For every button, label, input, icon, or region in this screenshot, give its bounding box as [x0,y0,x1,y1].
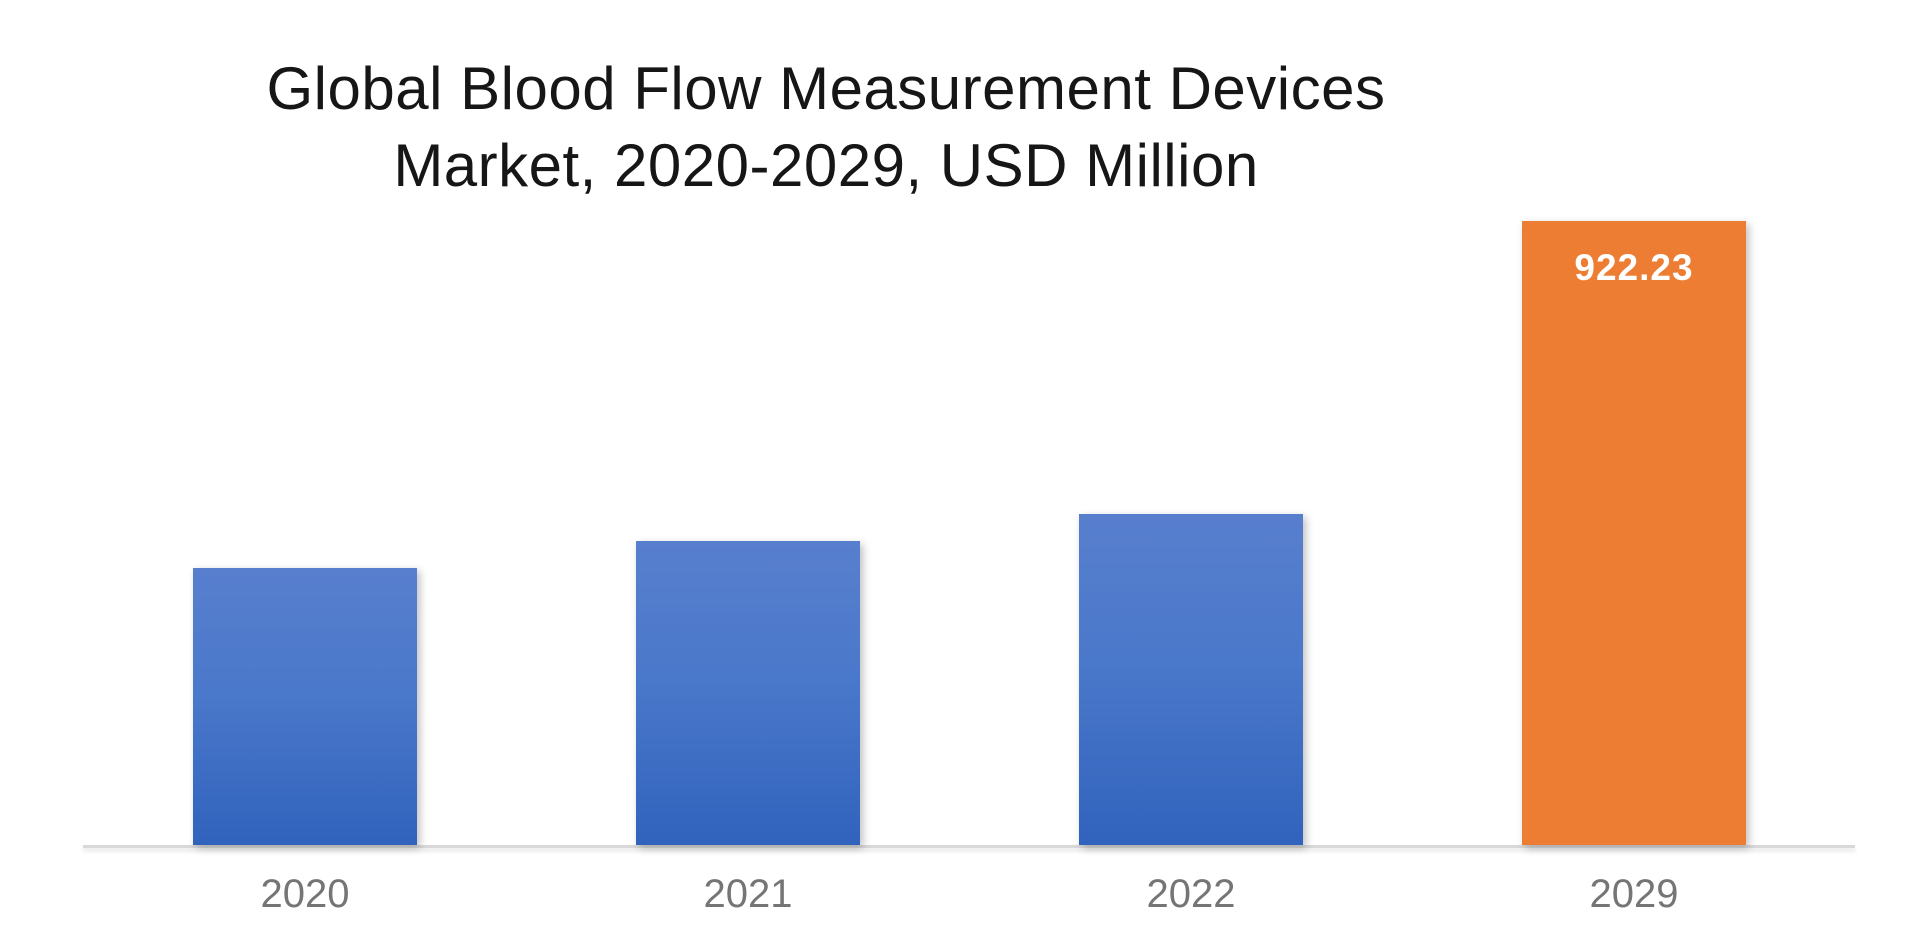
chart-title: Global Blood Flow Measurement Devices Ma… [0,50,1652,204]
xaxis-label-2020: 2020 [260,872,350,916]
bar-2021 [636,541,860,845]
bar-2029: 922.23 [1522,221,1746,845]
xaxis-label-2021: 2021 [703,872,793,916]
xaxis-label-2029: 2029 [1589,872,1679,916]
x-axis-line [83,845,1855,848]
bar-2022 [1079,514,1303,845]
chart-title-line1: Global Blood Flow Measurement Devices [266,55,1386,122]
xaxis-label-2022: 2022 [1146,872,1236,916]
chart-title-line2: Market, 2020-2029, USD Million [393,132,1259,199]
data-label-2029: 922.23 [1574,247,1694,288]
bar-2020 [193,568,417,845]
